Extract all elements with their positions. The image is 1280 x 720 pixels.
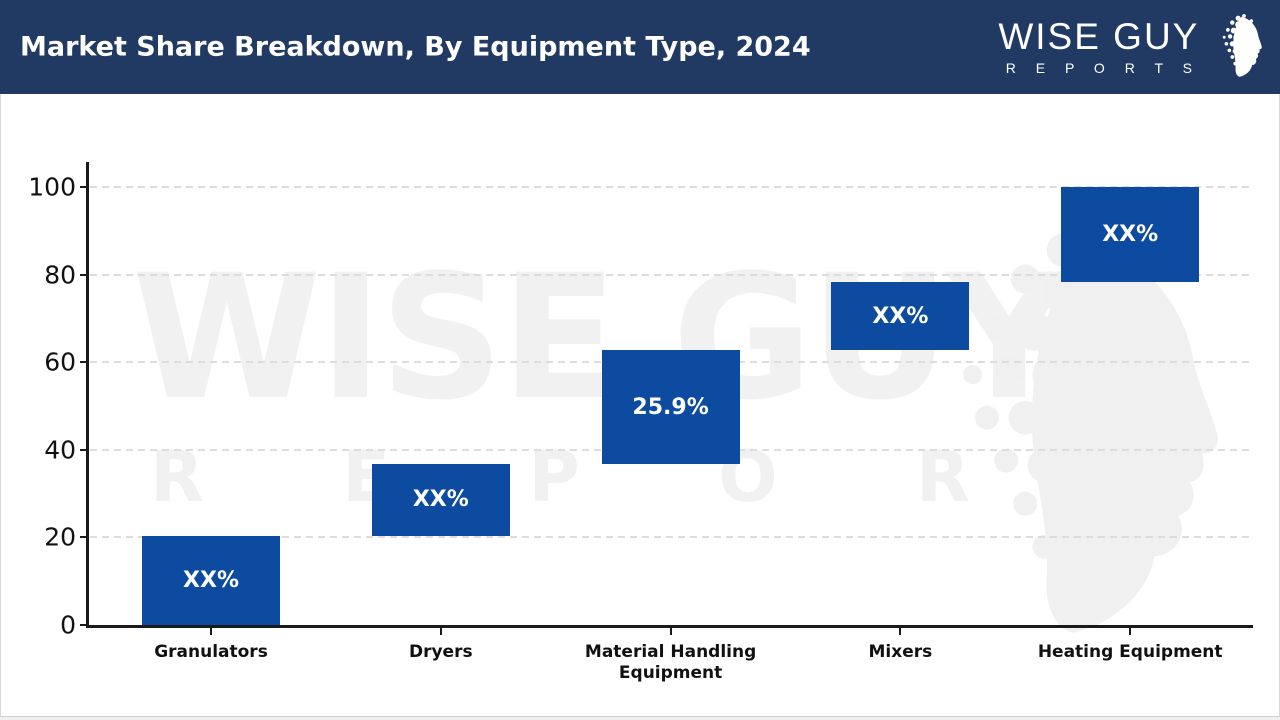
x-axis-label-material-handling-equipment: Material Handling Equipment <box>584 642 757 683</box>
y-tick-label-80: 80 <box>44 260 76 290</box>
bar-value-label-mixers: XX% <box>872 303 929 329</box>
y-tick-80 <box>80 273 88 276</box>
x-axis-line <box>86 625 1253 628</box>
x-tick-heating-equipment <box>1129 628 1132 635</box>
x-axis-label-mixers: Mixers <box>868 642 933 662</box>
y-tick-label-100: 100 <box>28 172 76 202</box>
gridline-100 <box>90 186 1253 188</box>
bar-dryers: XX% <box>371 463 510 537</box>
y-tick-20 <box>80 536 88 539</box>
wise-guy-reports-logo: WISE GUY R E P O R T S <box>998 8 1266 84</box>
y-tick-100 <box>80 186 88 188</box>
x-tick-dryers <box>439 628 442 635</box>
page-title: Market Share Breakdown, By Equipment Typ… <box>20 31 811 63</box>
x-axis-label-heating-equipment: Heating Equipment <box>1037 642 1223 662</box>
bar-material-handling-equipment: 25.9% <box>601 350 740 464</box>
bar-value-label-granulators: XX% <box>183 568 239 594</box>
gridline-20 <box>90 536 1253 539</box>
logo-head-icon <box>1222 14 1262 77</box>
y-tick-40 <box>80 448 88 451</box>
logo-wordmark: WISE GUY <box>998 16 1200 57</box>
x-axis-label-granulators: Granulators <box>154 642 268 662</box>
bar-granulators: XX% <box>142 536 280 625</box>
frame-border-bottom <box>0 716 1280 717</box>
bar-mixers: XX% <box>831 282 970 351</box>
y-tick-label-0: 0 <box>60 610 76 640</box>
bar-value-label-heating-equipment: XX% <box>1102 222 1159 248</box>
y-axis-line <box>86 162 89 628</box>
y-tick-label-20: 20 <box>44 522 76 552</box>
bar-value-label-material-handling-equipment: 25.9% <box>632 394 709 420</box>
x-tick-mixers <box>899 628 902 635</box>
gridline-80 <box>90 273 1253 276</box>
x-axis-label-dryers: Dryers <box>408 642 473 662</box>
x-tick-granulators <box>210 628 212 635</box>
x-tick-material-handling-equipment <box>669 628 672 635</box>
header-bar: Market Share Breakdown, By Equipment Typ… <box>0 0 1280 94</box>
logo-text: WISE GUY R E P O R T S <box>998 18 1200 76</box>
bar-heating-equipment: XX% <box>1061 187 1200 283</box>
logo-subtitle: R E P O R T S <box>1005 60 1200 76</box>
y-tick-0 <box>80 624 88 626</box>
y-tick-60 <box>80 361 88 364</box>
bar-value-label-dryers: XX% <box>412 487 469 513</box>
y-tick-label-40: 40 <box>44 435 76 465</box>
frame-border-left <box>0 94 1 720</box>
y-tick-label-60: 60 <box>44 347 76 377</box>
waterfall-chart: 0 20 40 60 80 100 XX% Granulators XX% Dryers 25.9%… <box>0 94 1280 720</box>
frame-margin-bottom <box>0 717 1280 720</box>
